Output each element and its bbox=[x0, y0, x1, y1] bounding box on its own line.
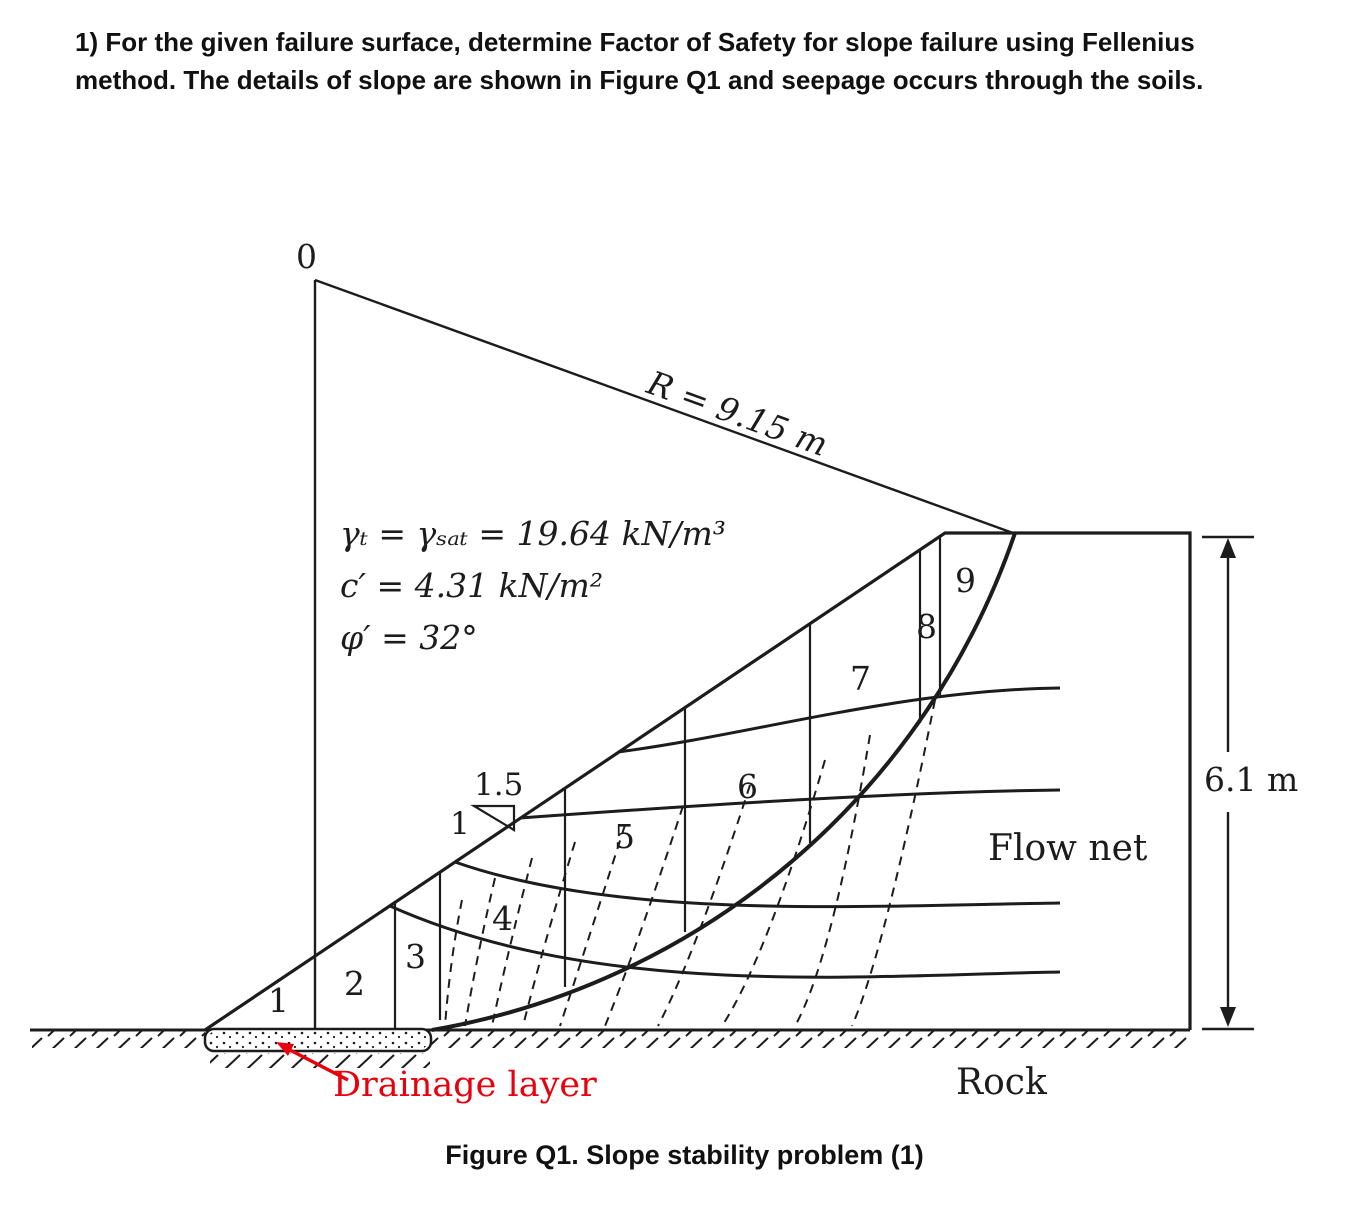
origin-label: 0 bbox=[296, 237, 317, 276]
friction-angle-label: φ′ = 32° bbox=[340, 618, 478, 657]
unit-weight-label: γₜ = γₛₐₜ = 19.64 kN/m³ bbox=[340, 514, 726, 553]
height-dimension: 6.1 m bbox=[1202, 535, 1298, 1031]
slice-label-8: 8 bbox=[916, 607, 937, 646]
flow-line-1 bbox=[617, 686, 1061, 754]
slice-boundary-lines bbox=[393, 535, 942, 1030]
drainage-arrow-head bbox=[276, 1042, 294, 1056]
figure-caption: Figure Q1. Slope stability problem (1) bbox=[445, 1140, 924, 1170]
question-line-2: method. The details of slope are shown i… bbox=[75, 64, 1204, 95]
slice-label-3: 3 bbox=[405, 937, 426, 976]
slope-rise-label: 1 bbox=[450, 806, 470, 842]
drainage-layer bbox=[203, 1027, 433, 1053]
drainage-annotation: Drainage layer bbox=[276, 1042, 597, 1105]
height-label: 6.1 m bbox=[1204, 760, 1298, 799]
slice-label-5: 5 bbox=[614, 817, 635, 856]
radius-label: R = 9.15 m bbox=[641, 363, 833, 465]
slope-ratio-triangle bbox=[470, 804, 516, 832]
ground-hatch-right bbox=[430, 1031, 1190, 1048]
slice-label-7: 7 bbox=[850, 659, 871, 698]
radius-line bbox=[314, 278, 1014, 535]
flow-net-label: Flow net bbox=[988, 828, 1148, 869]
slope-outline bbox=[204, 531, 1192, 1032]
cohesion-label: c′ = 4.31 kN/m² bbox=[340, 566, 603, 605]
ground-hatch-under-drain bbox=[210, 1053, 430, 1068]
slice-label-4: 4 bbox=[492, 899, 513, 938]
slice-label-9: 9 bbox=[955, 561, 976, 600]
question-text: 1) For the given failure surface, determ… bbox=[75, 24, 1215, 99]
slice-label-2: 2 bbox=[344, 964, 365, 1003]
slice-label-6: 6 bbox=[737, 767, 758, 806]
flow-line-3 bbox=[454, 860, 1061, 909]
rock-label: Rock bbox=[956, 1062, 1048, 1103]
slope-run-label: 1.5 bbox=[474, 767, 523, 803]
equipotential-lines bbox=[444, 699, 936, 1027]
drainage-label: Drainage layer bbox=[333, 1065, 597, 1105]
question-line-1: 1) For the given failure surface, determ… bbox=[75, 27, 1195, 57]
flow-line-4 bbox=[389, 904, 1061, 979]
flow-line-2 bbox=[519, 788, 1061, 820]
failure-surface-arc bbox=[431, 532, 1017, 1032]
drainage-arrow-line bbox=[289, 1048, 349, 1082]
drainage-layer-stipple bbox=[208, 1031, 428, 1049]
dimension-arrow-up bbox=[1220, 538, 1236, 558]
slice-label-1: 1 bbox=[268, 981, 289, 1020]
dimension-ticks bbox=[1202, 535, 1254, 1031]
ground-hatch-left bbox=[32, 1031, 205, 1048]
dimension-arrow-down bbox=[1220, 1007, 1236, 1027]
